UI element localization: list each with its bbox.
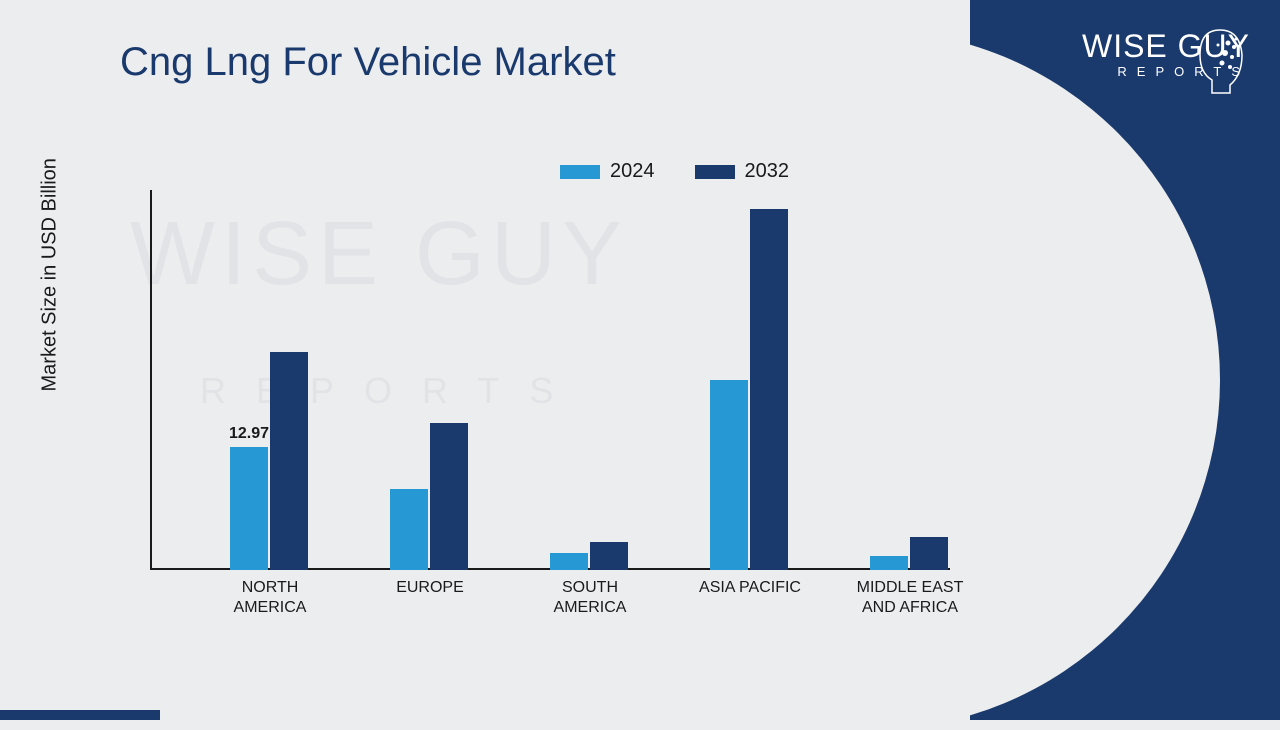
legend-swatch [560,165,600,179]
bar [550,553,588,570]
legend-item: 2032 [695,160,790,183]
plot-area: 12.97NORTH AMERICAEUROPESOUTH AMERICAASI… [150,190,950,570]
bar [910,537,948,570]
legend-item: 2024 [560,160,655,183]
category-label: EUROPE [370,578,490,598]
category-label: NORTH AMERICA [210,578,330,618]
category-label: SOUTH AMERICA [530,578,650,618]
bar: 12.97 [230,447,268,570]
legend: 2024 2032 [560,160,789,183]
bar [870,556,908,570]
y-axis-label: Market Size in USD Billion [39,158,62,391]
legend-label: 2024 [610,160,655,183]
bar [270,352,308,571]
head-icon [1190,25,1250,95]
y-axis-line [150,190,152,570]
category-label: MIDDLE EAST AND AFRICA [850,578,970,618]
bar [430,423,468,570]
chart-title: Cng Lng For Vehicle Market [120,40,616,85]
chart-area: 20242032 Market Size in USD Billion 12.9… [60,160,960,700]
footer-accent [0,710,160,720]
bar [750,209,788,570]
bar [390,489,428,570]
data-label: 12.97 [229,425,269,443]
bar [590,542,628,571]
brand-logo: WISE GUY REPORTS [1082,30,1250,79]
legend-swatch [695,165,735,179]
bar [710,380,748,570]
legend-label: 2032 [745,160,790,183]
category-label: ASIA PACIFIC [690,578,810,598]
